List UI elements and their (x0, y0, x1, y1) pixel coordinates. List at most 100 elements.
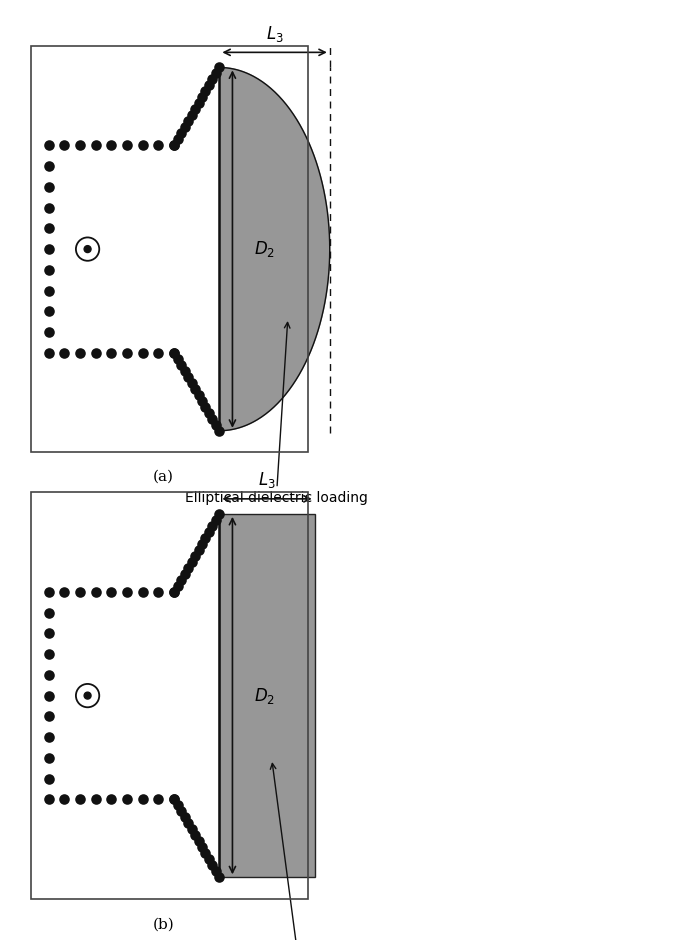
Point (44, 324, 54, 339)
Text: (b): (b) (152, 917, 174, 932)
Point (153, 791, 164, 807)
Point (200, 846, 211, 861)
Point (75, 345, 86, 360)
Point (106, 138, 117, 153)
Point (186, 822, 197, 837)
Point (183, 560, 194, 575)
Point (197, 839, 207, 854)
Point (214, 507, 225, 522)
Point (211, 864, 222, 879)
Point (169, 138, 180, 153)
Point (207, 72, 218, 87)
Point (193, 834, 204, 849)
Point (190, 548, 201, 563)
Point (179, 810, 190, 825)
Point (59, 345, 70, 360)
Point (137, 585, 148, 600)
Point (197, 90, 207, 105)
Point (211, 512, 222, 527)
Point (59, 138, 70, 153)
Point (122, 585, 133, 600)
Point (44, 688, 54, 703)
Point (190, 382, 201, 397)
Text: Elliptical dielectric loading: Elliptical dielectric loading (185, 322, 368, 505)
Text: $D_2$: $D_2$ (254, 685, 275, 706)
Point (203, 525, 214, 540)
Point (186, 555, 197, 570)
Point (193, 387, 204, 402)
Point (169, 585, 180, 600)
Point (122, 345, 133, 360)
Point (137, 345, 148, 360)
Point (197, 393, 207, 408)
Point (175, 126, 186, 141)
Point (44, 605, 54, 620)
Point (44, 221, 54, 236)
Point (211, 66, 222, 81)
Circle shape (84, 692, 91, 699)
Point (169, 791, 180, 807)
Point (59, 791, 70, 807)
Point (122, 138, 133, 153)
Text: (a): (a) (153, 470, 173, 484)
Point (207, 857, 218, 872)
Circle shape (84, 245, 91, 253)
Point (179, 364, 190, 379)
Point (190, 828, 201, 843)
Point (172, 578, 183, 593)
Point (106, 585, 117, 600)
Point (122, 791, 133, 807)
Point (183, 114, 194, 129)
Point (153, 138, 164, 153)
Point (44, 750, 54, 765)
Point (44, 159, 54, 174)
Point (44, 180, 54, 195)
Point (169, 791, 180, 807)
Bar (31, 46, 308, 452)
Point (90, 585, 101, 600)
Point (75, 585, 86, 600)
Point (90, 345, 101, 360)
Point (214, 423, 225, 438)
Point (193, 96, 204, 111)
Point (44, 791, 54, 807)
Point (44, 283, 54, 298)
Point (75, 138, 86, 153)
Point (90, 791, 101, 807)
Point (197, 537, 207, 552)
Point (44, 138, 54, 153)
Point (203, 852, 214, 867)
Point (175, 357, 186, 372)
Point (137, 791, 148, 807)
Point (169, 345, 180, 360)
Point (75, 791, 86, 807)
Point (179, 566, 190, 581)
Point (172, 798, 183, 813)
Point (44, 626, 54, 641)
Point (175, 572, 186, 588)
Point (169, 345, 180, 360)
Point (200, 84, 211, 99)
Point (169, 138, 180, 153)
Point (179, 119, 190, 134)
Text: $D_2$: $D_2$ (254, 239, 275, 259)
Point (153, 345, 164, 360)
Point (153, 585, 164, 600)
Point (193, 542, 204, 557)
Point (106, 791, 117, 807)
Point (137, 138, 148, 153)
Point (172, 352, 183, 367)
Point (203, 405, 214, 420)
Text: Rectangular dielectric loading: Rectangular dielectric loading (194, 763, 401, 940)
Point (44, 647, 54, 662)
Point (44, 242, 54, 257)
Point (214, 870, 225, 885)
Point (190, 102, 201, 117)
Point (59, 585, 70, 600)
Point (90, 138, 101, 153)
Point (207, 411, 218, 426)
Point (186, 375, 197, 390)
Bar (220, 514, 315, 877)
Bar (31, 493, 308, 899)
Point (106, 345, 117, 360)
